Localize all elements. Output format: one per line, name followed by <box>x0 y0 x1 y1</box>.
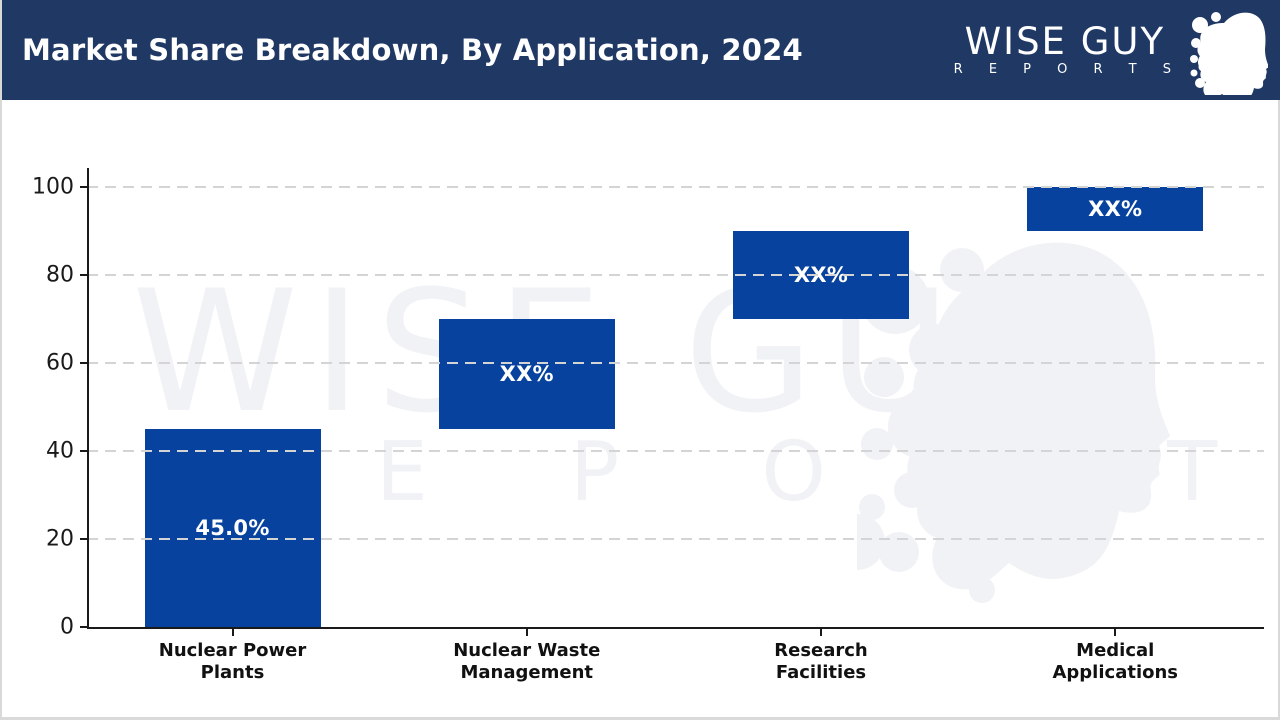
x-axis-category-label: Nuclear Waste Management <box>453 640 601 683</box>
gridline <box>87 274 1264 276</box>
bar-value-label: XX% <box>499 362 554 386</box>
y-axis-tick-label: 60 <box>46 350 74 376</box>
y-axis-tick-label: 0 <box>60 614 74 640</box>
gridline <box>87 186 1264 188</box>
x-axis-tick <box>820 629 822 636</box>
header: Market Share Breakdown, By Application, … <box>2 0 1280 100</box>
x-axis-category-label: Medical Applications <box>1052 640 1179 683</box>
y-axis-tick <box>80 362 87 364</box>
y-axis-tick <box>80 274 87 276</box>
brand-face-icon <box>1190 12 1268 95</box>
x-axis-tick <box>231 629 234 636</box>
y-axis-tick-label: 40 <box>46 438 74 464</box>
y-axis-tick-label: 100 <box>32 174 74 200</box>
y-axis-line <box>87 168 89 629</box>
gridline <box>87 362 1264 364</box>
gridline <box>87 538 1264 540</box>
y-axis-tick-label: 80 <box>46 262 74 288</box>
bar-segment: 45.0% <box>144 429 321 627</box>
bar-segment: XX% <box>1027 187 1204 231</box>
brand-wordmark: WISE GUY R E P O R T S <box>948 23 1182 77</box>
brand-name: WISE GUY <box>964 20 1166 63</box>
y-axis-tick <box>80 186 87 188</box>
y-axis-tick <box>80 450 87 452</box>
gridline <box>87 450 1264 452</box>
y-axis-tick <box>80 626 87 628</box>
bar-value-label: 45.0% <box>195 516 270 540</box>
x-axis-tick <box>525 629 528 636</box>
x-axis-line <box>87 627 1264 629</box>
bar-segment: XX% <box>438 319 615 429</box>
y-axis-tick <box>80 538 87 540</box>
x-axis-category-label: Research Facilities <box>774 640 868 683</box>
brand-subtitle: R E P O R T S <box>953 62 1182 77</box>
x-axis-category-label: Nuclear Power Plants <box>158 640 307 683</box>
bar-value-label: XX% <box>1088 197 1143 221</box>
x-axis-tick <box>1114 629 1117 636</box>
y-axis-tick-label: 20 <box>46 526 74 552</box>
page-title: Market Share Breakdown, By Application, … <box>22 33 803 67</box>
brand-logo: WISE GUY R E P O R T S <box>948 5 1280 95</box>
